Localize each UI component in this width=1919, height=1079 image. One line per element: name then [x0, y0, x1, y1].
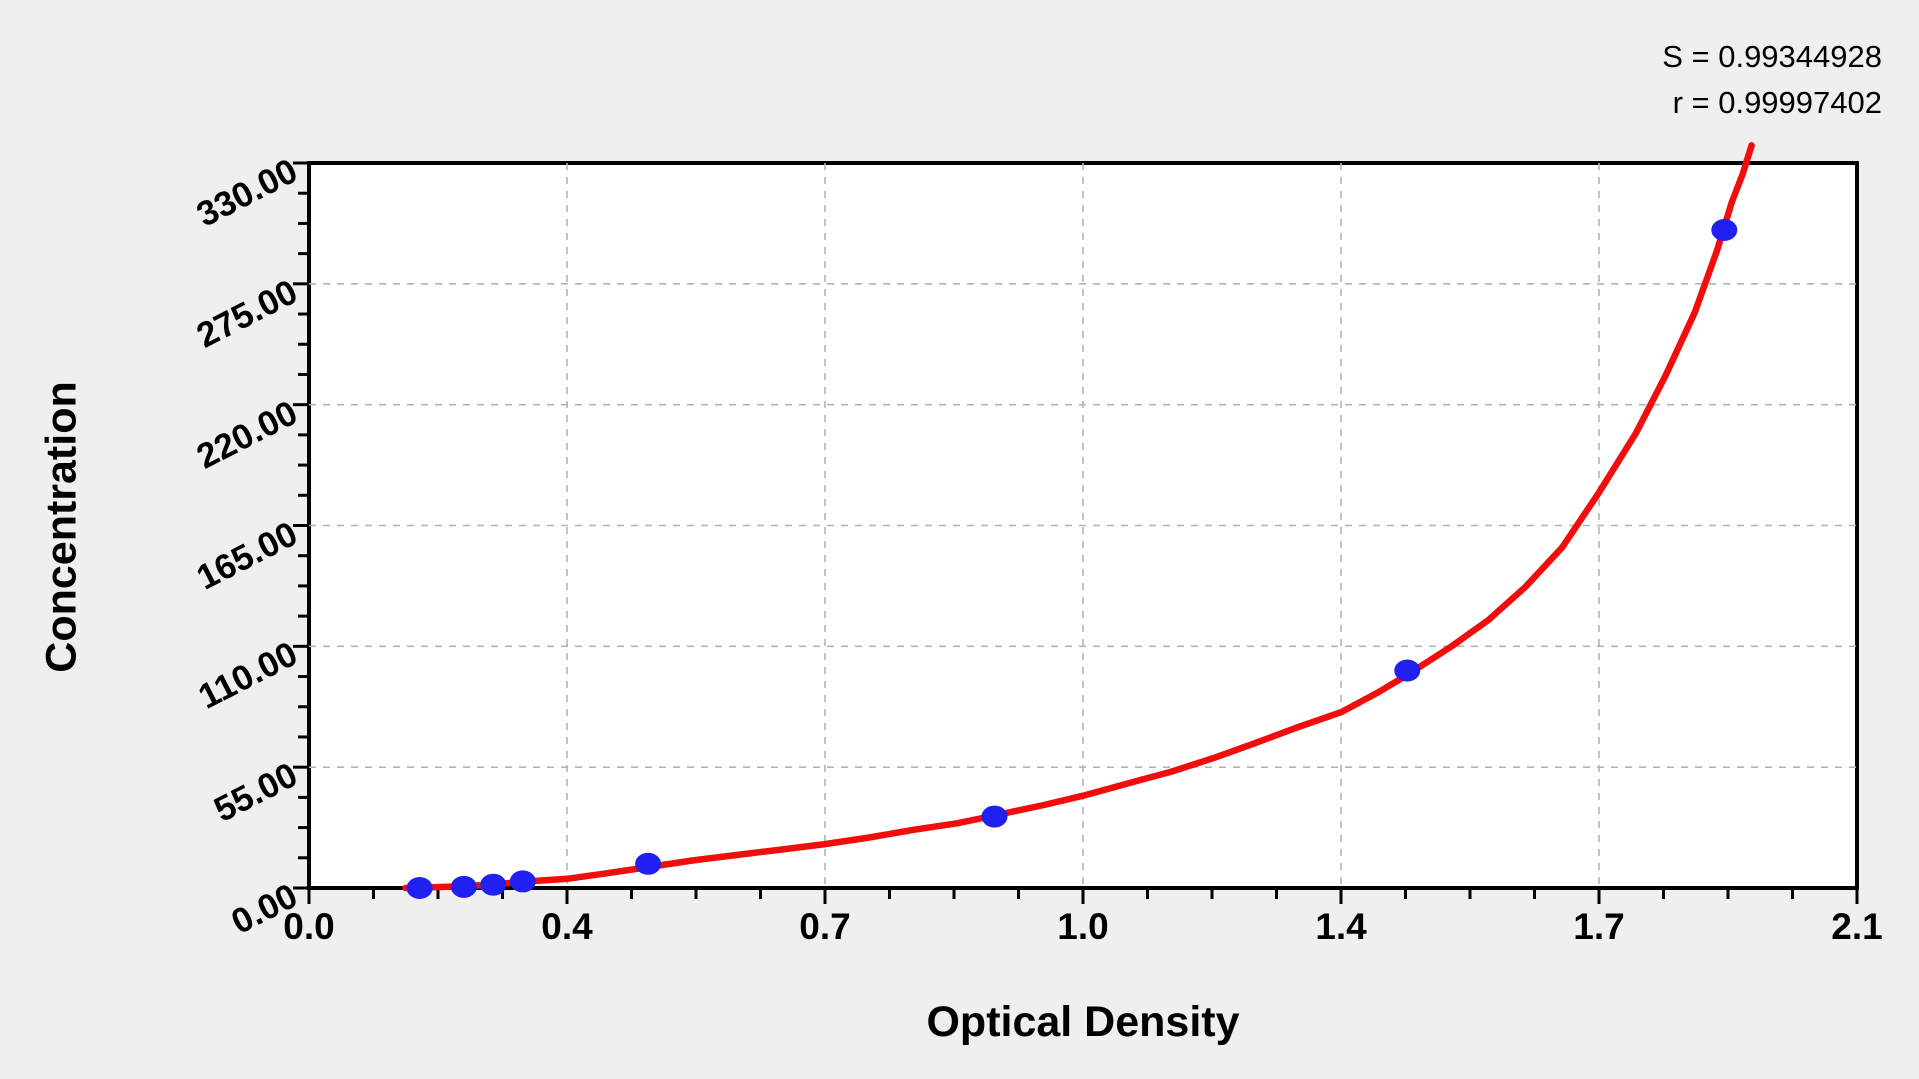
data-point: [635, 852, 662, 875]
data-point: [450, 875, 477, 898]
x-tick-label: 1.0: [1057, 906, 1109, 947]
data-point: [981, 805, 1008, 828]
x-tick-label: 2.1: [1831, 906, 1883, 947]
fit-statistic-r: r = 0.99997402: [1672, 85, 1882, 120]
data-points: [406, 219, 1738, 899]
x-tick-label: 1.4: [1315, 906, 1367, 947]
fit-statistic-s: S = 0.99344928: [1662, 39, 1882, 74]
data-point: [509, 870, 536, 893]
x-axis-title: Optical Density: [926, 998, 1240, 1046]
y-axis-title: Concentration: [37, 381, 86, 673]
fit-statistics: S = 0.99344928 r = 0.99997402: [1662, 34, 1882, 126]
data-point: [1394, 659, 1421, 682]
data-point: [406, 877, 433, 899]
gridlines: [309, 163, 1857, 888]
x-tick-label: 0.7: [799, 906, 851, 947]
x-tick-label: 1.7: [1573, 906, 1625, 947]
data-point: [1711, 219, 1738, 241]
data-point: [480, 873, 507, 896]
x-tick-label: 0.4: [541, 906, 593, 947]
x-tick-label: 0.0: [283, 906, 335, 947]
fit-curve: [402, 142, 1755, 892]
axis-ticks: [293, 161, 1859, 904]
